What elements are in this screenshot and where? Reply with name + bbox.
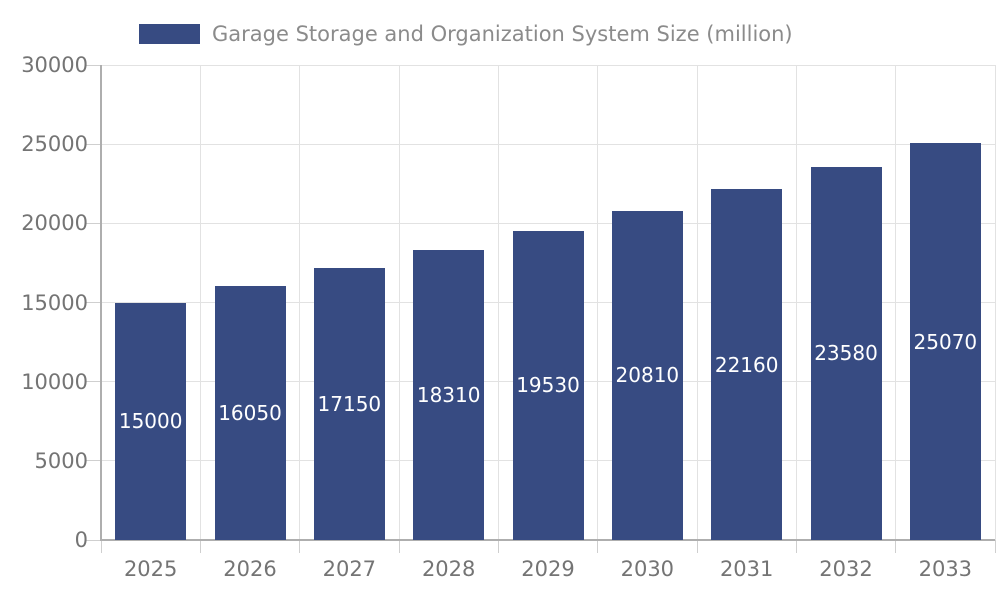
y-axis-tick-label: 25000 bbox=[21, 132, 88, 157]
gridline-horizontal bbox=[101, 222, 995, 224]
bar-2033[interactable]: 25070 bbox=[909, 143, 981, 540]
x-axis-tick bbox=[398, 540, 400, 553]
bar-2032[interactable]: 23580 bbox=[810, 166, 882, 540]
bar-value-label: 16050 bbox=[218, 400, 282, 425]
gridline-vertical bbox=[795, 65, 797, 540]
bar-value-label: 23580 bbox=[814, 341, 878, 366]
x-axis-tick-label: 2031 bbox=[719, 557, 774, 581]
y-axis-tick bbox=[86, 143, 101, 145]
legend-label: Garage Storage and Organization System S… bbox=[212, 22, 793, 46]
bar-2028[interactable]: 18310 bbox=[413, 250, 485, 540]
bar-value-label: 25070 bbox=[913, 329, 978, 354]
y-axis-tick bbox=[86, 64, 101, 66]
y-axis-line bbox=[100, 65, 102, 540]
x-axis-tick-label: 2026 bbox=[223, 557, 277, 581]
legend-swatch bbox=[139, 24, 200, 44]
x-axis-tick-label: 2033 bbox=[918, 557, 973, 581]
bar-value-label: 22160 bbox=[714, 352, 779, 377]
bar-2025[interactable]: 15000 bbox=[115, 302, 187, 540]
bar-value-label: 17150 bbox=[317, 392, 382, 417]
y-axis-tick-label: 5000 bbox=[34, 448, 88, 473]
bar-value-label: 20810 bbox=[615, 363, 680, 388]
y-axis-tick-label: 0 bbox=[74, 528, 88, 552]
y-axis-tick bbox=[86, 302, 101, 303]
y-axis-tick-label: 30000 bbox=[21, 53, 88, 77]
x-axis-tick-label: 2025 bbox=[123, 557, 178, 581]
y-axis-tick bbox=[86, 539, 101, 541]
x-axis-tick bbox=[497, 540, 499, 553]
x-axis-tick bbox=[100, 540, 102, 553]
gridline-vertical bbox=[696, 65, 698, 540]
bar-2029[interactable]: 19530 bbox=[512, 230, 584, 540]
gridline-vertical bbox=[299, 65, 301, 540]
bar-2030[interactable]: 20810 bbox=[611, 210, 683, 540]
x-axis-line bbox=[100, 539, 995, 541]
legend[interactable]: Garage Storage and Organization System S… bbox=[139, 22, 793, 46]
gridline-vertical bbox=[199, 65, 201, 540]
x-axis-tick-label: 2028 bbox=[421, 557, 476, 581]
x-axis-tick bbox=[895, 540, 897, 553]
x-axis-tick bbox=[299, 540, 301, 553]
y-axis-tick bbox=[86, 460, 101, 462]
bar-2031[interactable]: 22160 bbox=[711, 189, 783, 540]
y-axis-tick bbox=[86, 222, 101, 224]
gridline-vertical bbox=[398, 65, 400, 540]
x-axis-tick-label: 2027 bbox=[322, 557, 377, 581]
x-axis-tick-label: 2032 bbox=[819, 557, 873, 581]
x-axis-tick bbox=[597, 540, 599, 553]
bar-2026[interactable]: 16050 bbox=[214, 285, 286, 540]
x-axis-tick-label: 2029 bbox=[521, 557, 575, 581]
gridline-vertical bbox=[994, 65, 996, 540]
gridline-vertical bbox=[895, 65, 897, 540]
x-axis-tick bbox=[795, 540, 797, 553]
gridline-horizontal bbox=[101, 64, 995, 66]
x-axis-tick-label: 2030 bbox=[620, 557, 675, 581]
x-axis-tick bbox=[994, 540, 996, 553]
gridline-vertical bbox=[597, 65, 599, 540]
bar-value-label: 18310 bbox=[416, 383, 481, 408]
gridline-horizontal bbox=[101, 143, 995, 145]
bar-value-label: 15000 bbox=[118, 409, 183, 434]
x-axis-tick bbox=[199, 540, 201, 553]
bar-2027[interactable]: 17150 bbox=[313, 268, 385, 540]
gridline-vertical bbox=[497, 65, 499, 540]
y-axis-tick-label: 15000 bbox=[21, 290, 88, 315]
y-axis-tick bbox=[86, 381, 101, 383]
y-axis-tick-label: 10000 bbox=[21, 369, 88, 394]
bar-value-label: 19530 bbox=[516, 373, 580, 398]
y-axis-tick-label: 20000 bbox=[21, 211, 88, 236]
x-axis-tick bbox=[696, 540, 698, 553]
